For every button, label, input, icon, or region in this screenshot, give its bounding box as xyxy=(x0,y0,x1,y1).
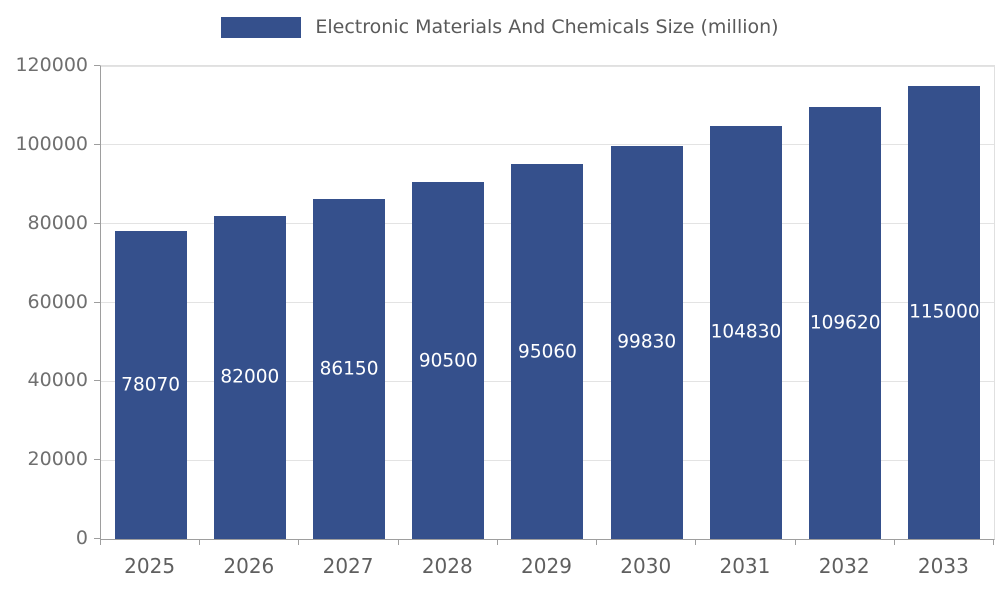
chart-title: Electronic Materials And Chemicals Size … xyxy=(315,16,779,38)
bar-2026 xyxy=(213,215,286,539)
x-tick-label-2030: 2030 xyxy=(620,554,672,578)
x-tick-mark xyxy=(496,539,498,545)
bar-value-label: 82000 xyxy=(220,366,280,388)
bar-2030 xyxy=(610,145,683,539)
y-tick-label: 120000 xyxy=(15,54,88,76)
x-tick-label-2028: 2028 xyxy=(421,554,473,578)
bar-cell: 104830 xyxy=(696,66,795,539)
x-tick-mark xyxy=(596,539,598,545)
legend-swatch xyxy=(221,16,302,38)
plot-area: 78070 82000 86150 90500 95060 99830 104830 1096… xyxy=(100,65,995,540)
bar-2028 xyxy=(412,182,485,539)
y-tick-mark xyxy=(94,538,100,539)
x-tick-mark xyxy=(397,539,399,545)
y-tick-label: 100000 xyxy=(15,132,88,155)
legend: Electronic Materials And Chemicals Size … xyxy=(0,16,1000,38)
y-tick-mark xyxy=(94,65,100,66)
x-tick-mark xyxy=(893,539,895,545)
bar-value-label: 104830 xyxy=(710,321,782,343)
gridline xyxy=(101,144,994,146)
y-tick-label: 20000 xyxy=(27,448,88,471)
x-tick-label-2031: 2031 xyxy=(719,554,771,578)
bar-cell: 90500 xyxy=(399,66,498,539)
bar-2033 xyxy=(908,85,981,539)
y-tick-mark xyxy=(94,222,100,224)
bar-value-label: 95060 xyxy=(518,341,577,363)
y-tick-mark xyxy=(94,380,100,382)
bar-cell: 109620 xyxy=(796,66,895,539)
bar-2029 xyxy=(511,164,584,539)
y-tick-mark xyxy=(94,143,100,145)
x-tick-mark xyxy=(794,539,796,545)
bar-2025 xyxy=(114,231,187,539)
bar-value-label: 99830 xyxy=(617,331,677,353)
x-tick-label-2025: 2025 xyxy=(124,554,176,578)
x-tick-mark xyxy=(695,539,697,545)
y-tick-mark xyxy=(94,459,100,461)
x-tick-label-2026: 2026 xyxy=(223,554,275,578)
y-tick-label: 0 xyxy=(75,527,88,549)
y-tick-mark xyxy=(94,301,100,303)
bar-cell: 95060 xyxy=(498,66,597,539)
bar-value-label: 86150 xyxy=(319,358,379,380)
x-tick-label-2033: 2033 xyxy=(917,554,969,578)
bar-cell: 82000 xyxy=(200,66,299,539)
x-tick-mark xyxy=(100,539,101,545)
bar-2032 xyxy=(809,106,882,539)
x-tick-mark xyxy=(199,539,201,545)
y-tick-label: 60000 xyxy=(27,290,88,313)
x-tick-label-2027: 2027 xyxy=(322,554,374,578)
x-tick-mark xyxy=(298,539,300,545)
bar-cell: 99830 xyxy=(597,66,696,539)
x-tick-mark xyxy=(993,539,994,545)
x-tick-label-2029: 2029 xyxy=(521,554,572,578)
x-tick-label-2032: 2032 xyxy=(818,554,870,578)
bar-cell: 115000 xyxy=(895,66,994,539)
y-tick-label: 80000 xyxy=(27,211,88,234)
bar-2031 xyxy=(709,125,782,539)
bar-value-label: 115000 xyxy=(909,301,980,323)
bar-2027 xyxy=(313,199,386,539)
gridline xyxy=(101,65,994,67)
y-tick-label: 40000 xyxy=(27,369,88,392)
bar-value-label: 109620 xyxy=(809,312,881,334)
bar-value-label: 78070 xyxy=(121,374,181,396)
bar-cell: 78070 xyxy=(101,66,200,539)
bar-value-label: 90500 xyxy=(418,350,478,372)
bar-cell: 86150 xyxy=(299,66,398,539)
